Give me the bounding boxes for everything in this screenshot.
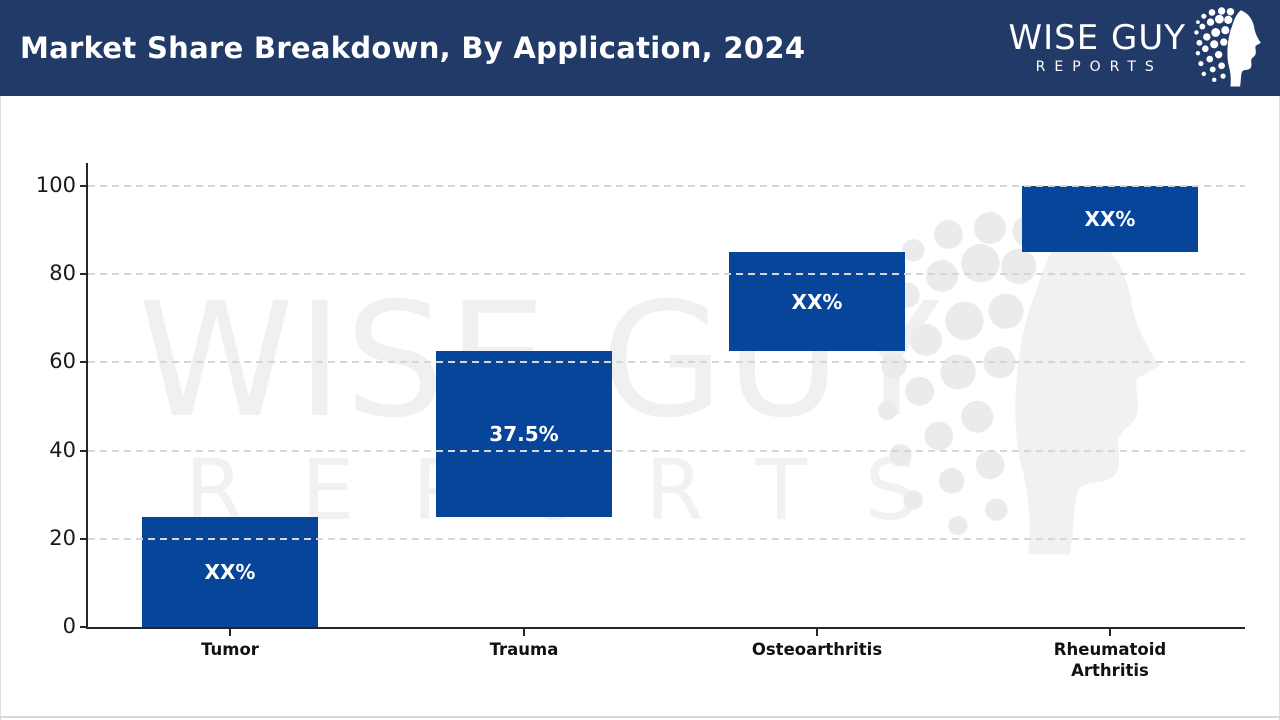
- bar-value-label: 37.5%: [489, 422, 559, 447]
- y-tick-60: [80, 361, 88, 364]
- logo-subtext: REPORTS: [1035, 58, 1163, 75]
- gridline-60: [88, 361, 1245, 364]
- y-tick-label: 0: [62, 614, 76, 638]
- bar-osteoarthritis: XX%: [729, 252, 905, 352]
- gridline-100: [88, 185, 1245, 187]
- y-tick-label: 40: [49, 437, 76, 462]
- x-tick-0: [229, 627, 231, 636]
- gridline-80: [88, 273, 1245, 276]
- logo-head-icon: [1194, 7, 1261, 87]
- x-category-label: Tumor: [201, 640, 259, 659]
- y-tick-80: [80, 273, 88, 276]
- x-tick-1: [523, 627, 525, 636]
- y-tick-label: 80: [49, 261, 76, 286]
- y-tick-40: [80, 449, 88, 452]
- y-tick-20: [80, 537, 88, 540]
- y-tick-label: 20: [49, 525, 76, 550]
- logo-wordmark-block: WISE GUY REPORTS: [1008, 18, 1186, 75]
- x-category-label: Rheumatoid Arthritis: [1053, 640, 1167, 680]
- y-tick-100: [80, 185, 88, 187]
- y-tick-label: 100: [35, 173, 76, 197]
- x-category-label: Trauma: [489, 640, 559, 659]
- x-tick-3: [1109, 627, 1111, 636]
- x-category-label: Osteoarthritis: [751, 640, 883, 659]
- bar-trauma: 37.5%: [436, 351, 612, 517]
- bar-tumor: XX%: [142, 516, 318, 627]
- x-axis: [86, 627, 1245, 629]
- bottom-border-line: [0, 716, 1280, 718]
- logo-wordmark: WISE GUY: [1008, 18, 1186, 59]
- bar-rheumatoid-arthritis: XX%: [1022, 186, 1198, 253]
- bar-value-label: XX%: [791, 289, 843, 314]
- y-tick-label: 60: [49, 349, 76, 374]
- gridline-40: [88, 449, 1245, 452]
- bar-value-label: XX%: [204, 559, 256, 584]
- header: Market Share Breakdown, By Application, …: [0, 0, 1280, 96]
- brand-logo: WISE GUY REPORTS: [1008, 0, 1266, 96]
- x-tick-2: [816, 627, 818, 636]
- chart-title: Market Share Breakdown, By Application, …: [20, 31, 806, 65]
- y-tick-0: [80, 626, 88, 628]
- watermark-head-icon: [871, 212, 1160, 555]
- gridline-20: [88, 537, 1245, 540]
- bar-value-label: XX%: [1084, 207, 1136, 232]
- y-axis: [86, 163, 88, 629]
